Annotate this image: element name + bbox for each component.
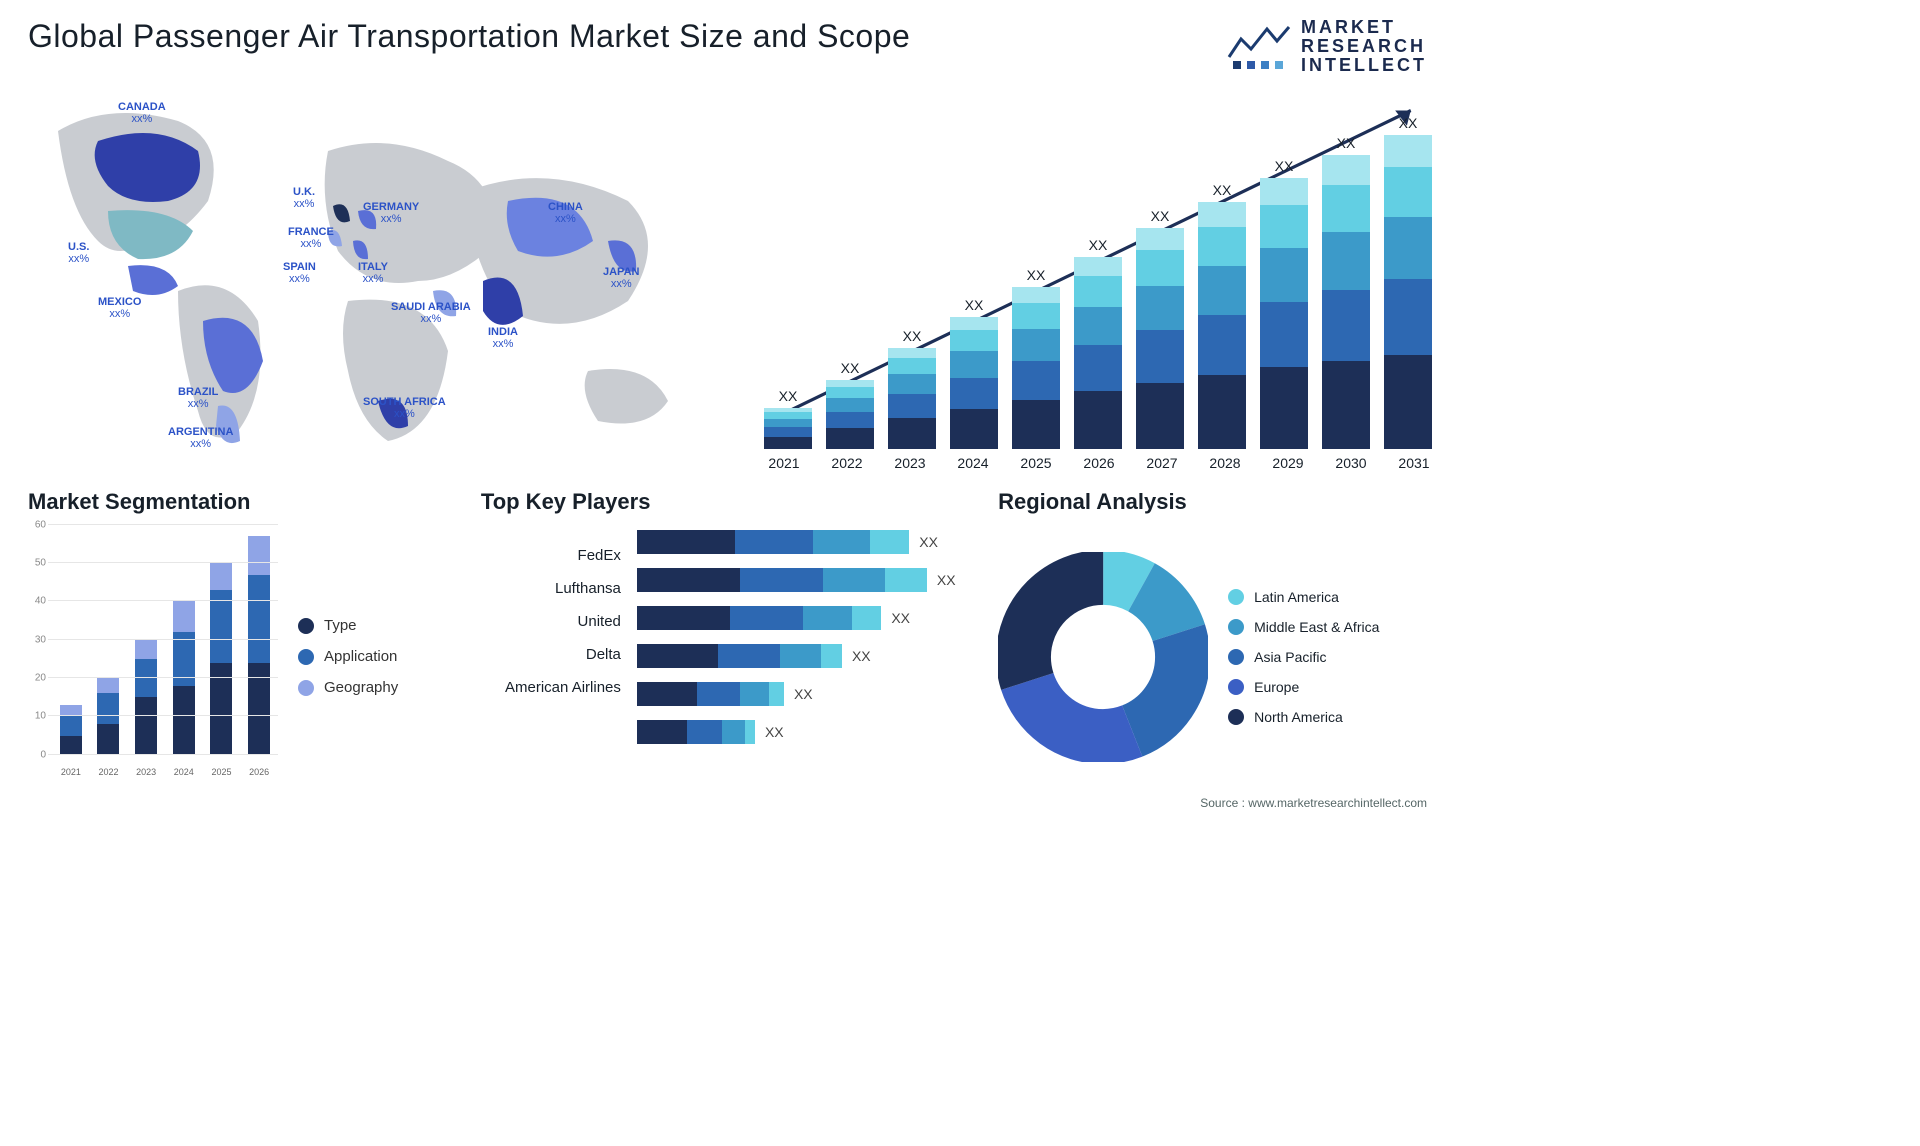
map-callout: GERMANYxx% — [363, 201, 419, 226]
map-callout: CHINAxx% — [548, 201, 583, 226]
growth-bar-label: XX — [1322, 135, 1370, 151]
map-callout: BRAZILxx% — [178, 386, 218, 411]
growth-bar — [950, 317, 998, 448]
growth-year-label: 2028 — [1201, 455, 1249, 471]
segmentation-bar — [173, 601, 195, 754]
regional-title: Regional Analysis — [998, 489, 1427, 515]
legend-item: Asia Pacific — [1228, 649, 1379, 665]
map-callout: SAUDI ARABIAxx% — [391, 301, 471, 326]
map-callout: MEXICOxx% — [98, 296, 141, 321]
segmentation-y-axis: 0102030405060 — [28, 525, 48, 755]
segmentation-bar — [135, 640, 157, 755]
growth-bar-label: XX — [888, 328, 936, 344]
growth-bar-label: XX — [1260, 158, 1308, 174]
player-label: FedEx — [481, 547, 621, 564]
segmentation-bar — [60, 705, 82, 755]
map-callout: FRANCExx% — [288, 226, 334, 251]
players-panel: Top Key Players FedEx Lufthansa United Delt… — [481, 489, 974, 789]
growth-chart: XXXXXXXXXXXXXXXXXXXXXX 20212022202320242… — [738, 91, 1440, 471]
map-callout: JAPANxx% — [603, 266, 639, 291]
player-bar-row: XX — [637, 567, 974, 593]
logo-mark-icon — [1227, 23, 1291, 69]
map-callout: INDIAxx% — [488, 326, 518, 351]
regional-panel: Regional Analysis Latin America Middle Ea… — [998, 489, 1427, 789]
map-callout: U.S.xx% — [68, 241, 89, 266]
legend-item: Latin America — [1228, 589, 1379, 605]
player-label: Delta — [481, 646, 621, 663]
growth-year-label: 2029 — [1264, 455, 1312, 471]
segmentation-bar — [97, 678, 119, 755]
player-label: United — [481, 613, 621, 630]
logo-line3: INTELLECT — [1301, 56, 1427, 75]
player-bar-row: XX — [637, 643, 974, 669]
growth-plot: XX XX XX XX XX XX XX XX XX XX XX — [758, 91, 1440, 449]
players-bars: XX XX XX XX XX XX — [637, 525, 974, 745]
legend-item: Europe — [1228, 679, 1379, 695]
growth-bar — [1260, 178, 1308, 449]
growth-bar — [1384, 135, 1432, 449]
regional-legend: Latin America Middle East & Africa Asia Pa… — [1228, 589, 1379, 725]
growth-year-label: 2024 — [949, 455, 997, 471]
growth-bar-label: XX — [1074, 237, 1122, 253]
growth-year-label: 2023 — [886, 455, 934, 471]
legend-item: Type — [298, 617, 398, 634]
segmentation-panel: Market Segmentation 0102030405060 202120… — [28, 489, 457, 789]
growth-bar — [1012, 287, 1060, 449]
page-title: Global Passenger Air Transportation Mark… — [28, 18, 910, 55]
growth-year-label: 2025 — [1012, 455, 1060, 471]
growth-bar — [888, 348, 936, 449]
growth-bar-label: XX — [1012, 267, 1060, 283]
map-callout: SPAINxx% — [283, 261, 316, 286]
growth-bar-label: XX — [826, 360, 874, 376]
player-bar-row: XX — [637, 719, 974, 745]
map-callout: ARGENTINAxx% — [168, 426, 233, 451]
map-callout: ITALYxx% — [358, 261, 388, 286]
growth-bar — [764, 408, 812, 448]
players-labels: FedEx Lufthansa United Delta American Airlin… — [481, 525, 621, 696]
growth-year-label: 2030 — [1327, 455, 1375, 471]
segmentation-bar — [248, 536, 270, 754]
growth-year-label: 2022 — [823, 455, 871, 471]
player-bar-row: XX — [637, 529, 974, 555]
segmentation-x-axis: 202120222023202420252026 — [52, 767, 278, 777]
growth-bar-label: XX — [1384, 115, 1432, 131]
growth-bar — [1074, 257, 1122, 449]
map-callout: SOUTH AFRICAxx% — [363, 396, 446, 421]
legend-item: Application — [298, 648, 398, 665]
map-callout: CANADAxx% — [118, 101, 166, 126]
player-bar-row: XX — [637, 681, 974, 707]
source-credit: Source : www.marketresearchintellect.com — [1200, 796, 1427, 810]
growth-bar — [1198, 202, 1246, 449]
regional-donut — [998, 552, 1208, 762]
segmentation-title: Market Segmentation — [28, 489, 457, 515]
logo-line1: MARKET — [1301, 18, 1427, 37]
growth-bar-label: XX — [1198, 182, 1246, 198]
players-title: Top Key Players — [481, 489, 974, 515]
player-bar-row: XX — [637, 605, 974, 631]
segmentation-bars — [52, 525, 278, 755]
segmentation-bar — [210, 563, 232, 755]
map-callout: U.K.xx% — [293, 186, 315, 211]
player-label: American Airlines — [481, 679, 621, 696]
growth-year-label: 2021 — [760, 455, 808, 471]
growth-bar-label: XX — [764, 388, 812, 404]
segmentation-plot: 0102030405060 202120222023202420252026 — [28, 525, 278, 777]
growth-bar-label: XX — [1136, 208, 1184, 224]
legend-item: Middle East & Africa — [1228, 619, 1379, 635]
growth-year-label: 2031 — [1390, 455, 1438, 471]
growth-year-label: 2027 — [1138, 455, 1186, 471]
growth-year-label: 2026 — [1075, 455, 1123, 471]
legend-item: Geography — [298, 679, 398, 696]
segmentation-legend: Type Application Geography — [298, 525, 398, 789]
logo-line2: RESEARCH — [1301, 37, 1427, 56]
world-map: CANADAxx% U.S.xx% MEXICOxx% BRAZILxx% ARGENT… — [28, 91, 708, 471]
growth-bar — [826, 380, 874, 449]
growth-x-axis: 2021 2022 2023 2024 2025 2026 2027 2028 2029 2030… — [758, 449, 1440, 471]
player-label: Lufthansa — [481, 580, 621, 597]
growth-bar-label: XX — [950, 297, 998, 313]
brand-logo: MARKET RESEARCH INTELLECT — [1227, 18, 1427, 75]
growth-bar — [1322, 155, 1370, 448]
legend-item: North America — [1228, 709, 1379, 725]
growth-bar — [1136, 228, 1184, 448]
